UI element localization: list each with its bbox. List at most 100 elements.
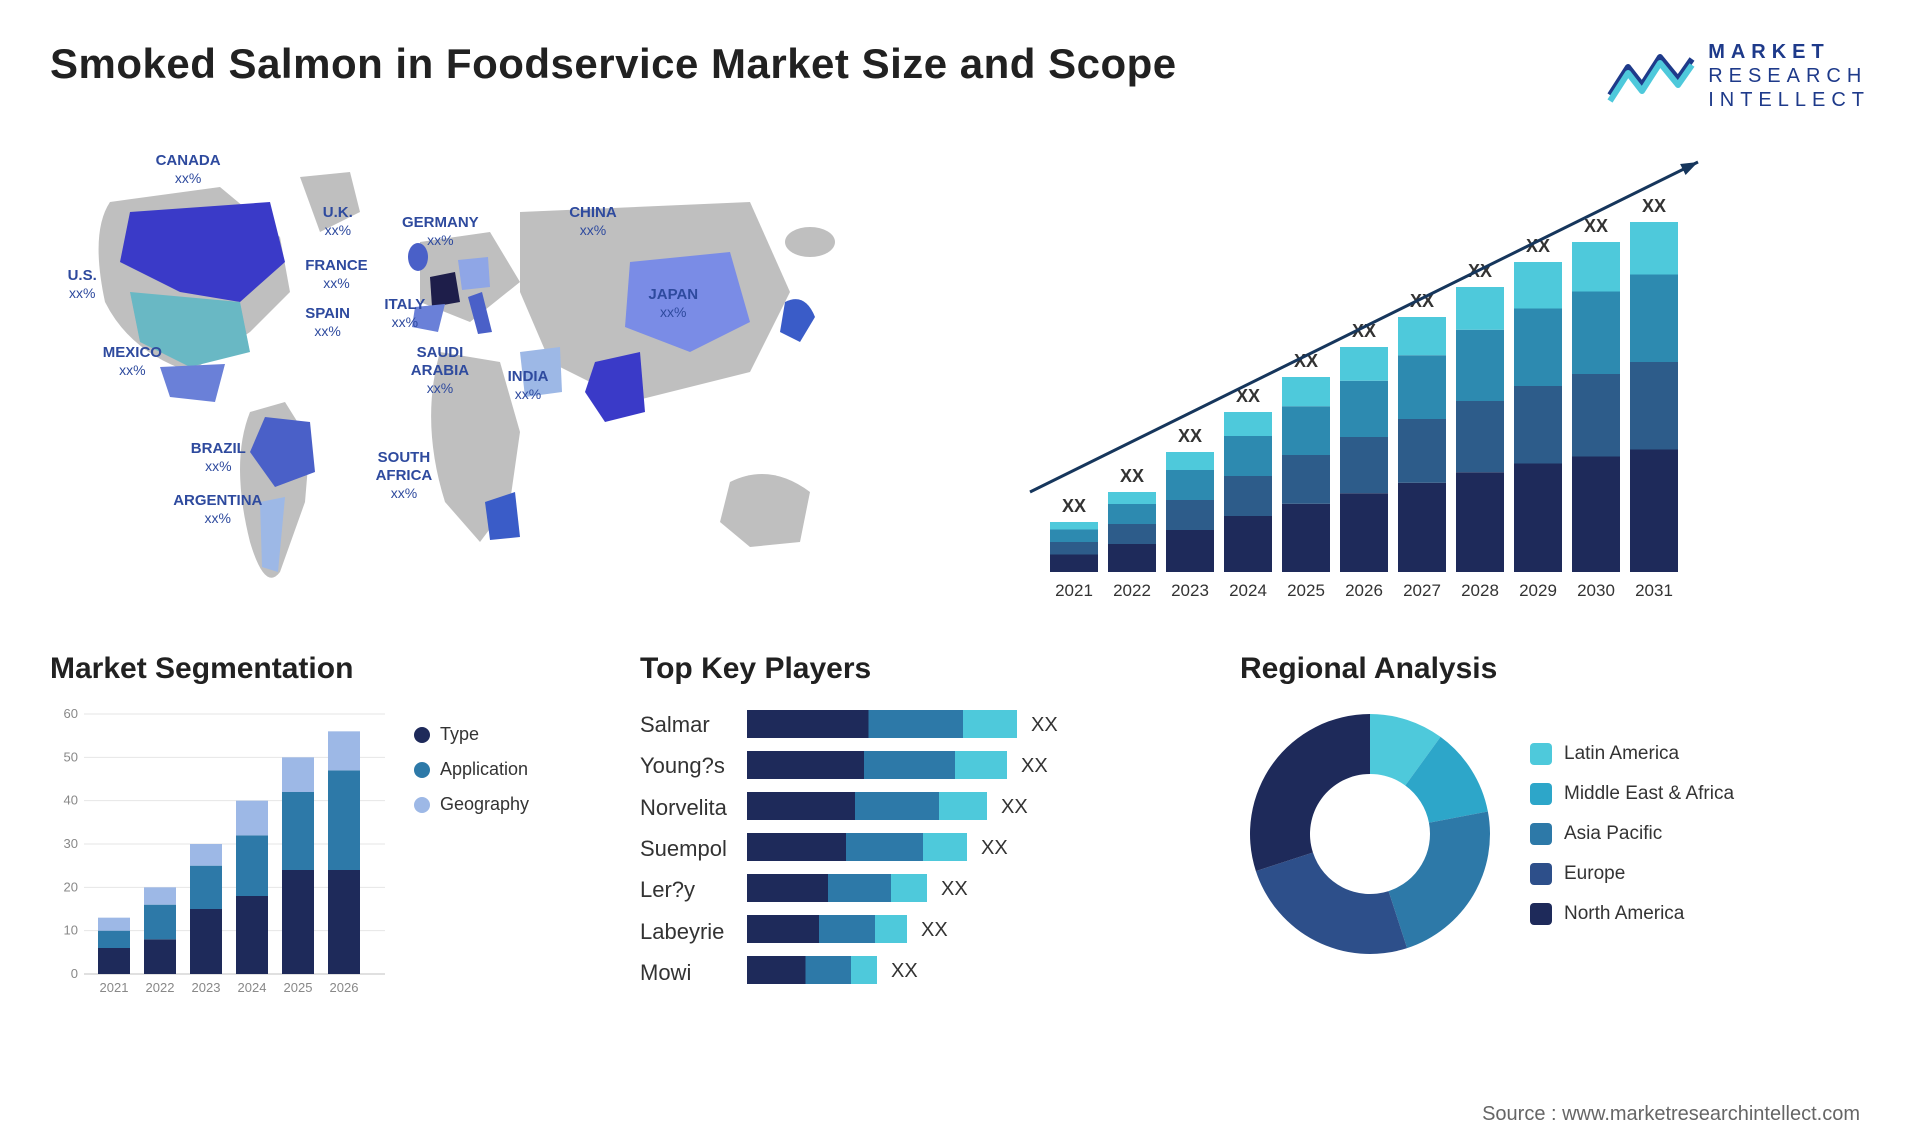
map-label: U.K.xx%: [323, 204, 353, 240]
key-players-chart: XXXXXXXXXXXXXX: [747, 704, 1107, 994]
header: Smoked Salmon in Foodservice Market Size…: [50, 40, 1870, 112]
legend-swatch-icon: [1530, 863, 1552, 885]
svg-text:XX: XX: [1120, 466, 1144, 486]
segmentation-panel: Market Segmentation 0 10 20 30 40 50 60 2021 202…: [50, 652, 610, 1032]
map-germany: [458, 257, 490, 290]
svg-text:2031: 2031: [1635, 581, 1673, 600]
svg-text:XX: XX: [981, 837, 1008, 859]
logo-text: MARKET RESEARCH INTELLECT: [1708, 40, 1870, 112]
legend-label: Type: [440, 724, 479, 745]
svg-text:2025: 2025: [1287, 581, 1325, 600]
map-label: JAPANxx%: [648, 286, 698, 322]
svg-text:20: 20: [64, 879, 78, 894]
svg-text:2021: 2021: [100, 980, 129, 995]
map-label: BRAZILxx%: [191, 440, 246, 476]
legend-swatch-icon: [414, 727, 430, 743]
svg-text:30: 30: [64, 836, 78, 851]
map-label: SAUDIARABIAxx%: [411, 344, 469, 398]
svg-text:2029: 2029: [1519, 581, 1557, 600]
player-name: Norvelita: [640, 795, 727, 821]
regional-panel: Regional Analysis Latin America Middle Ea…: [1240, 652, 1870, 1032]
svg-text:2027: 2027: [1403, 581, 1441, 600]
regional-legend-item: Asia Pacific: [1530, 823, 1734, 845]
key-players-names: Salmar Young?s Norvelita Suempol Ler?y Labeyr…: [640, 704, 727, 994]
source-label: Source : www.marketresearchintellect.com: [1482, 1103, 1860, 1126]
player-name: Mowi: [640, 960, 727, 986]
svg-text:40: 40: [64, 793, 78, 808]
player-name: Ler?y: [640, 877, 727, 903]
legend-label: Europe: [1564, 863, 1625, 885]
svg-text:XX: XX: [1584, 216, 1608, 236]
map-label: SOUTHAFRICAxx%: [376, 449, 433, 503]
svg-text:XX: XX: [941, 878, 968, 900]
map-label: ITALYxx%: [384, 296, 425, 332]
map-mexico: [160, 364, 225, 402]
world-map-panel: CANADAxx% U.S.xx% MEXICOxx% BRAZILxx% ARGENT…: [50, 142, 930, 622]
svg-text:2024: 2024: [1229, 581, 1267, 600]
svg-text:XX: XX: [891, 960, 918, 982]
svg-text:2023: 2023: [192, 980, 221, 995]
legend-label: Asia Pacific: [1564, 823, 1662, 845]
map-label: GERMANYxx%: [402, 214, 479, 250]
logo-mark-icon: [1606, 47, 1696, 105]
player-name: Young?s: [640, 753, 727, 779]
key-players-title: Top Key Players: [640, 652, 1210, 686]
player-name: Labeyrie: [640, 919, 727, 945]
svg-text:2023: 2023: [1171, 581, 1209, 600]
world-map-icon: [50, 142, 930, 622]
svg-text:2021: 2021: [1055, 581, 1093, 600]
svg-text:2022: 2022: [146, 980, 175, 995]
legend-label: Latin America: [1564, 743, 1679, 765]
map-label: FRANCExx%: [305, 257, 368, 293]
svg-text:2026: 2026: [1345, 581, 1383, 600]
map-france: [430, 272, 460, 307]
legend-label: Application: [440, 759, 528, 780]
svg-text:XX: XX: [1031, 714, 1058, 736]
key-players-panel: Top Key Players Salmar Young?s Norvelita Su…: [640, 652, 1210, 1032]
svg-text:2030: 2030: [1577, 581, 1615, 600]
legend-label: Geography: [440, 794, 529, 815]
segmentation-legend-item: Type: [414, 724, 529, 745]
svg-text:XX: XX: [1001, 796, 1028, 818]
map-label: MEXICOxx%: [103, 344, 162, 380]
legend-swatch-icon: [1530, 783, 1552, 805]
top-row: CANADAxx% U.S.xx% MEXICOxx% BRAZILxx% ARGENT…: [50, 142, 1870, 622]
svg-text:0: 0: [71, 966, 78, 981]
svg-text:XX: XX: [1021, 755, 1048, 777]
legend-swatch-icon: [1530, 823, 1552, 845]
regional-legend-item: Middle East & Africa: [1530, 783, 1734, 805]
regional-legend-item: North America: [1530, 903, 1734, 925]
segmentation-legend-item: Geography: [414, 794, 529, 815]
regional-donut-chart: [1240, 704, 1500, 964]
svg-text:XX: XX: [1178, 426, 1202, 446]
svg-text:2028: 2028: [1461, 581, 1499, 600]
segmentation-legend-item: Application: [414, 759, 529, 780]
legend-swatch-icon: [414, 797, 430, 813]
svg-text:XX: XX: [1642, 196, 1666, 216]
segmentation-title: Market Segmentation: [50, 652, 610, 686]
svg-text:2026: 2026: [330, 980, 359, 995]
legend-label: North America: [1564, 903, 1684, 925]
map-label: SPAINxx%: [305, 305, 350, 341]
map-label: ARGENTINAxx%: [173, 492, 262, 528]
legend-label: Middle East & Africa: [1564, 783, 1734, 805]
bottom-row: Market Segmentation 0 10 20 30 40 50 60 2021 202…: [50, 652, 1870, 1032]
map-label: CHINAxx%: [569, 204, 617, 240]
growth-chart: XX2021XX2022XX2023XX2024XX2025XX2026XX20…: [970, 142, 1870, 622]
legend-swatch-icon: [1530, 743, 1552, 765]
growth-chart-panel: XX2021XX2022XX2023XX2024XX2025XX2026XX20…: [970, 142, 1870, 622]
svg-text:50: 50: [64, 749, 78, 764]
legend-swatch-icon: [1530, 903, 1552, 925]
svg-text:XX: XX: [1062, 496, 1086, 516]
map-label: CANADAxx%: [156, 152, 221, 188]
svg-text:60: 60: [64, 706, 78, 721]
player-name: Suempol: [640, 836, 727, 862]
segmentation-chart: 0102030405060202120222023202420252026: [50, 704, 390, 1004]
svg-text:10: 10: [64, 923, 78, 938]
map-label: U.S.xx%: [68, 267, 97, 303]
regional-legend: Latin America Middle East & Africa Asia Pa…: [1530, 743, 1734, 925]
player-name: Salmar: [640, 712, 727, 738]
regional-title: Regional Analysis: [1240, 652, 1870, 686]
svg-text:2022: 2022: [1113, 581, 1151, 600]
map-japan: [780, 299, 815, 342]
